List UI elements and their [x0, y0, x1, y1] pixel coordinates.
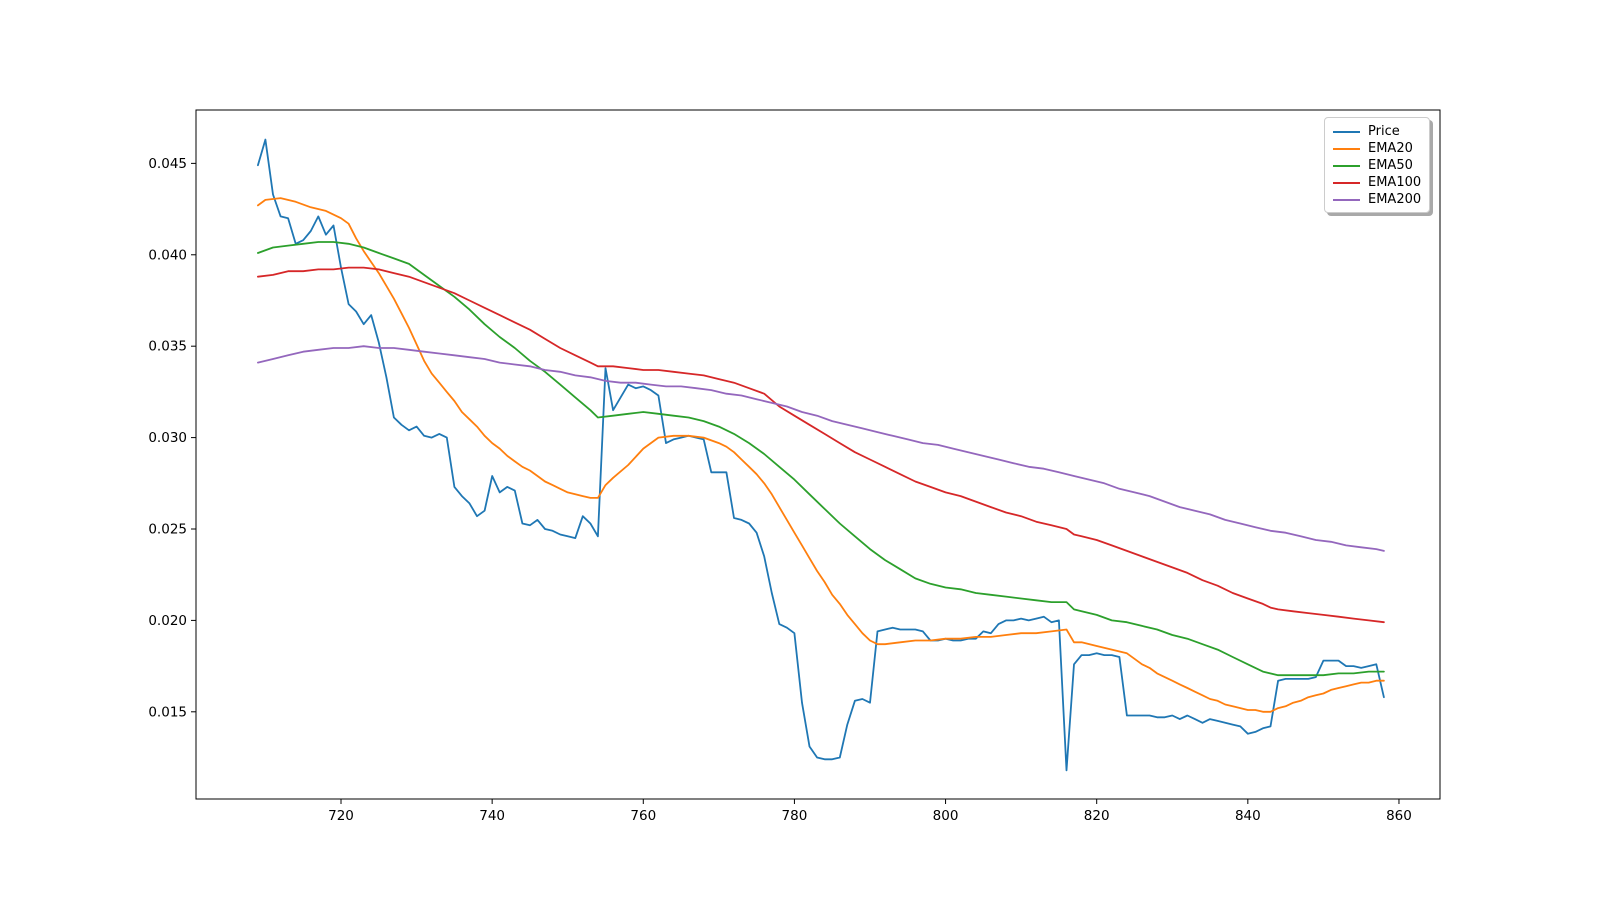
legend-item-price: Price: [1333, 123, 1422, 140]
y-tick-label: 0.035: [148, 339, 187, 355]
legend-label-ema200: EMA200: [1368, 192, 1422, 207]
y-tick-label: 0.030: [148, 430, 187, 446]
y-tick-label: 0.040: [148, 247, 187, 263]
legend-label-ema100: EMA100: [1368, 175, 1422, 190]
legend-label-ema20: EMA20: [1368, 141, 1413, 156]
ema100-line: [256, 266, 1385, 624]
y-tick-label: 0.020: [148, 613, 187, 629]
plot-background: [196, 110, 1440, 799]
x-axis: 720 740 760 780 800 820 840 860: [328, 799, 1412, 824]
x-tick-label: 720: [328, 808, 354, 824]
x-tick-label: 760: [630, 808, 656, 824]
y-tick-label: 0.045: [148, 156, 187, 172]
legend-line-swatch-ema20: [1333, 147, 1360, 150]
legend: Price EMA20 EMA50 EMA100 EMA200: [1324, 117, 1430, 213]
legend-item-ema20: EMA20: [1333, 140, 1422, 157]
legend-item-ema200: EMA200: [1333, 191, 1422, 208]
legend-line-swatch-price: [1333, 130, 1360, 133]
y-axis: 0.015 0.020 0.025 0.030 0.035 0.040 0.045: [148, 156, 196, 720]
legend-label-price: Price: [1368, 124, 1400, 139]
legend-item-ema100: EMA100: [1333, 174, 1422, 191]
x-tick-label: 800: [933, 808, 959, 824]
legend-label-ema50: EMA50: [1368, 158, 1413, 173]
legend-line-swatch-ema200: [1333, 198, 1360, 201]
price-line: [256, 138, 1385, 772]
series-lines: [256, 138, 1385, 772]
y-tick-label: 0.015: [148, 704, 187, 720]
ema50-line: [256, 241, 1385, 677]
x-tick-label: 740: [479, 808, 505, 824]
ema20-line: [256, 197, 1385, 713]
legend-item-ema50: EMA50: [1333, 157, 1422, 174]
x-tick-label: 780: [782, 808, 808, 824]
legend-line-swatch-ema50: [1333, 164, 1360, 167]
y-tick-label: 0.025: [148, 521, 187, 537]
x-tick-label: 820: [1084, 808, 1110, 824]
x-tick-label: 840: [1235, 808, 1261, 824]
legend-line-swatch-ema100: [1333, 181, 1360, 184]
x-tick-label: 860: [1386, 808, 1412, 824]
ema200-line: [256, 345, 1385, 552]
axes-frame: [195, 109, 1441, 800]
